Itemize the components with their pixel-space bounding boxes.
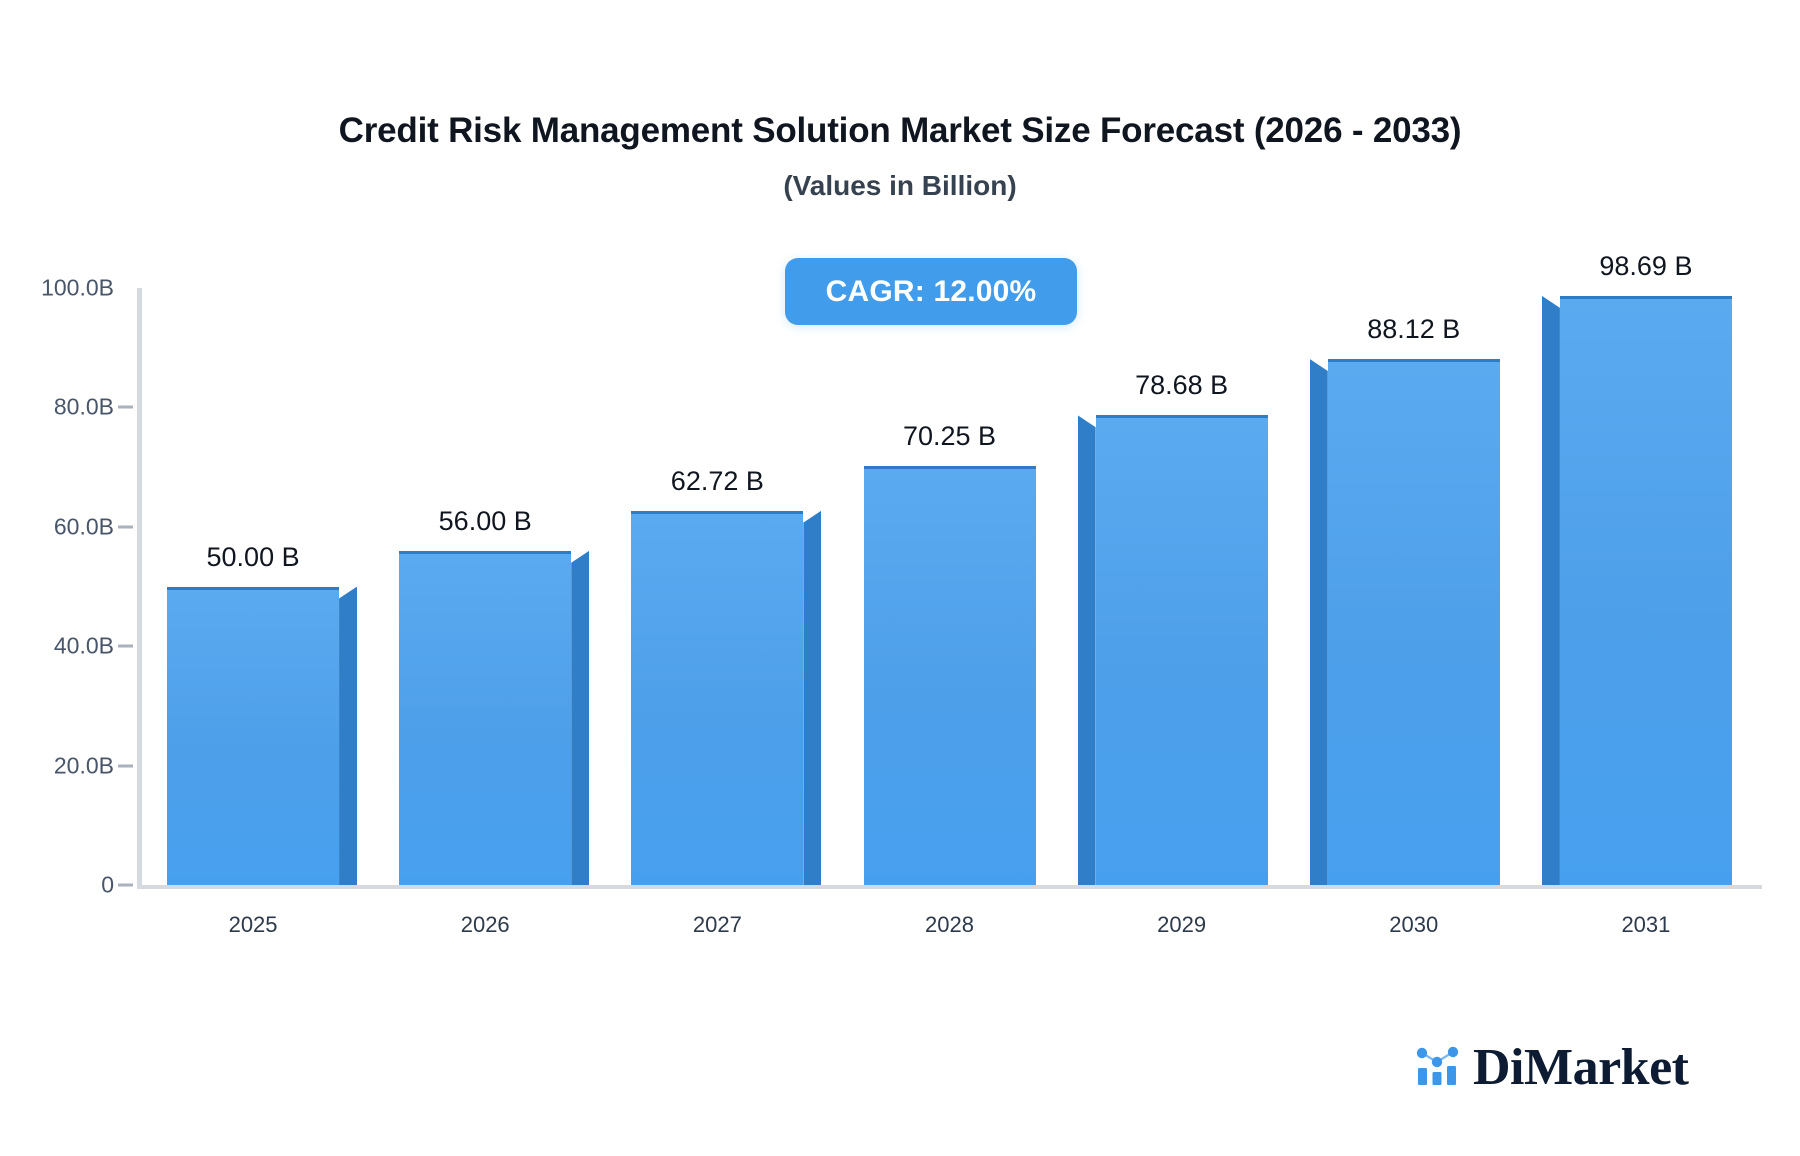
bar-side-face	[1077, 415, 1096, 885]
bar[interactable]	[167, 586, 358, 885]
bar-series: 50.00 B 56.00 B 62.72 B 70.25 B 78.68 B 88.12…	[137, 251, 1762, 885]
bar[interactable]	[1309, 358, 1500, 885]
bar[interactable]	[1541, 295, 1732, 885]
bar-group[interactable]: 62.72 B	[631, 288, 822, 885]
x-axis-line	[137, 885, 1762, 889]
bar-value-label: 70.25 B	[902, 420, 997, 451]
bar-face	[1559, 295, 1732, 885]
x-tick-label: 2028	[925, 912, 974, 937]
y-tick-label: 60.0B	[53, 513, 114, 540]
bar-face	[863, 465, 1036, 885]
bar-value-label: 62.72 B	[670, 465, 764, 496]
x-tick-label: 2027	[692, 912, 742, 937]
y-axis-line	[137, 288, 142, 885]
bar-face	[167, 586, 340, 885]
cagr-badge: CAGR: 12.00%	[785, 258, 1077, 325]
bar-group[interactable]: 50.00 B	[167, 288, 358, 885]
bar-side-face	[803, 510, 822, 885]
x-tick-label: 2031	[1621, 912, 1671, 937]
bar-group[interactable]: 56.00 B	[399, 288, 590, 885]
bar[interactable]	[631, 510, 822, 885]
bar-value-label: 78.68 B	[1135, 370, 1229, 401]
bar-face	[399, 550, 572, 885]
x-tick-label: 2026	[460, 912, 510, 937]
bar-side-face	[571, 550, 590, 885]
bar-value-label: 50.00 B	[206, 541, 300, 572]
y-tick-dash	[118, 764, 133, 768]
bar[interactable]	[863, 465, 1036, 885]
y-tick-label: 80.0B	[53, 393, 114, 420]
chart-subtitle: (Values in Billion)	[783, 170, 1017, 201]
y-tick-label: 40.0B	[53, 632, 114, 659]
y-tick-label: 100.0B	[41, 274, 114, 301]
bar-group[interactable]: 78.68 B	[1077, 288, 1268, 885]
bar[interactable]	[399, 550, 590, 885]
x-tick-label: 2029	[1157, 912, 1207, 937]
bar-face	[1327, 358, 1500, 885]
bar-group[interactable]: 88.12 B	[1309, 288, 1500, 885]
bar-side-face	[1309, 358, 1328, 885]
y-tick-label: 20.0B	[53, 752, 114, 779]
dimarket-logo: DiMarket	[1415, 1039, 1689, 1096]
bar-value-label: 98.69 B	[1599, 250, 1693, 281]
bar-value-label: 88.12 B	[1367, 313, 1461, 344]
y-tick-dash	[118, 883, 133, 887]
title-block: Credit Risk Management Solution Market S…	[0, 110, 1800, 203]
bar-group[interactable]: 98.69 B	[1541, 251, 1732, 885]
bar-chart-icon	[1415, 1044, 1461, 1093]
cagr-badge-label: CAGR: 12.00%	[825, 274, 1037, 308]
y-tick-dash	[118, 405, 133, 409]
bar-group[interactable]: 70.25 B	[863, 288, 1036, 885]
chart-title: Credit Risk Management Solution Market S…	[338, 111, 1462, 150]
y-tick-dash	[118, 644, 133, 648]
y-tick-dash	[118, 525, 133, 529]
x-tick-label: 2025	[228, 912, 278, 937]
logo-text: DiMarket	[1473, 1039, 1689, 1096]
x-tick-label: 2030	[1389, 912, 1439, 937]
bar-face	[631, 510, 804, 885]
bar[interactable]	[1077, 415, 1268, 885]
bar-value-label: 56.00 B	[438, 505, 532, 536]
bar-side-face	[1541, 295, 1560, 885]
bar-face	[1095, 415, 1268, 885]
y-tick-label: 0	[101, 871, 114, 898]
plot-area: 50.00 B 56.00 B 62.72 B 70.25 B 78.68 B 88.12…	[137, 251, 1762, 889]
bar-side-face	[339, 586, 358, 885]
